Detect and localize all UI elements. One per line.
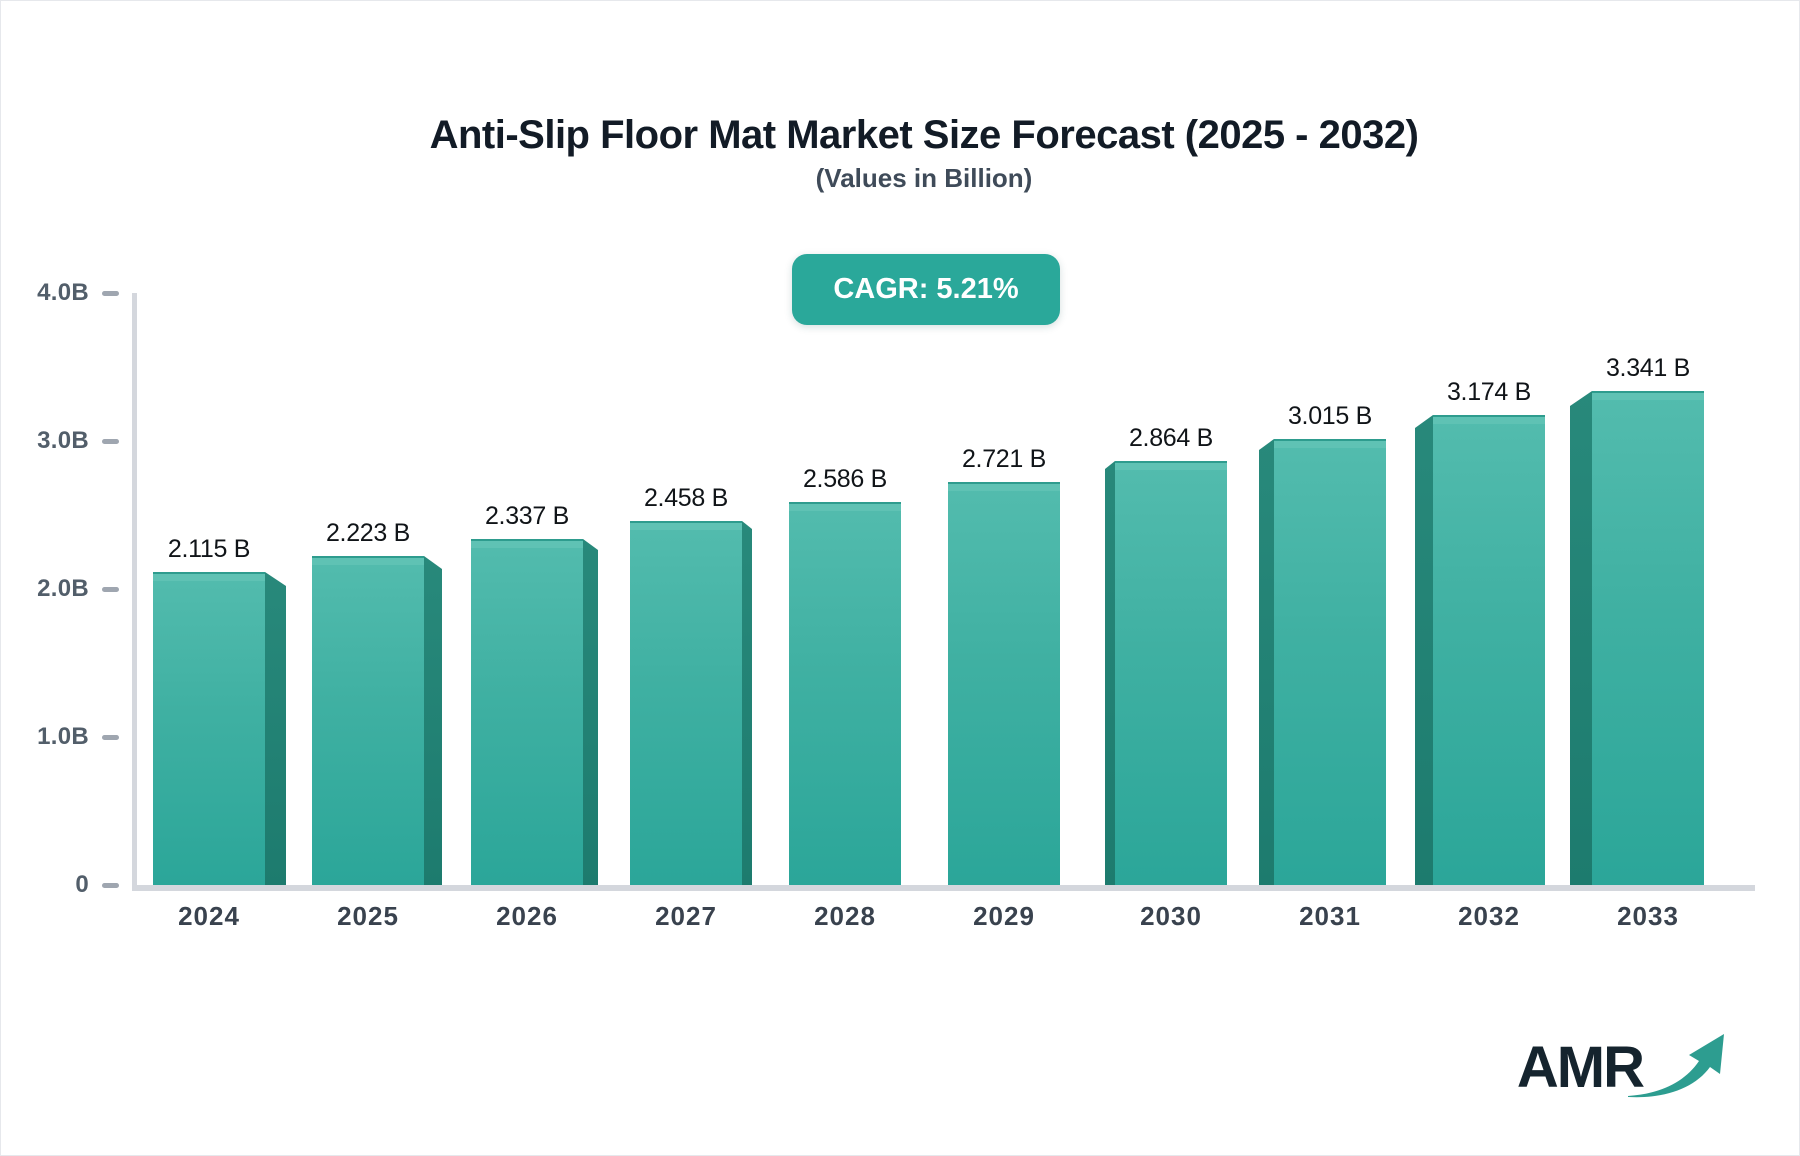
amr-logo-text: AMR: [1516, 1034, 1645, 1100]
bar-2031: [1274, 439, 1386, 885]
y-axis-tick: 0: [75, 871, 119, 899]
y-axis-tick: 2.0B: [37, 575, 119, 603]
bar-side-3d: [583, 539, 598, 885]
cagr-badge: CAGR: 5.21%: [792, 254, 1060, 325]
bar-2028: [789, 502, 901, 885]
y-axis-tick-dash: [102, 586, 119, 592]
x-axis-label: 2027: [655, 901, 717, 931]
bar-2030: [1115, 461, 1227, 885]
bar-top-face: [1274, 439, 1386, 448]
bar-top-face: [1115, 461, 1227, 470]
bar-top-face: [471, 539, 583, 548]
y-axis-tick-dash: [102, 290, 119, 296]
bar-value-label: 3.015 B: [1287, 402, 1373, 430]
bar-2027: [630, 521, 742, 885]
bar-value-label: 2.115 B: [167, 535, 251, 563]
bar-top-face: [312, 556, 424, 565]
bar-side-3d: [742, 521, 752, 885]
x-axis-label: 2030: [1140, 901, 1202, 931]
bar-2026: [471, 539, 583, 885]
bar-side-3d: [1259, 439, 1274, 885]
bar-2024: [153, 572, 265, 885]
bar-value-label: 3.174 B: [1446, 378, 1532, 406]
x-axis-label: 2026: [496, 901, 558, 931]
bar-side-3d: [265, 572, 286, 885]
x-axis-label: 2029: [973, 901, 1035, 931]
y-axis-tick-dash: [102, 882, 119, 888]
bar-value-label: 2.864 B: [1128, 424, 1214, 452]
x-axis-label: 2033: [1617, 901, 1679, 931]
chart-subtitle: (Values in Billion): [815, 163, 1033, 193]
bar-top-face: [948, 482, 1060, 491]
plot-area: 2.115 B 2024 2.223 B 2025 2.337 B 2026 2.458 B…: [132, 293, 1755, 931]
x-axis-label: 2032: [1458, 901, 1520, 931]
bar-2029: [948, 482, 1060, 885]
y-axis-tick-dash: [102, 438, 119, 444]
x-axis-label: 2031: [1299, 901, 1361, 931]
bar-2025: [312, 556, 424, 885]
y-axis-label: 3.0B: [37, 427, 89, 454]
bar-top-face: [153, 572, 265, 581]
bar-side-3d: [1415, 415, 1433, 885]
y-axis-tick: 1.0B: [37, 723, 119, 751]
amr-logo: AMR: [1517, 1033, 1727, 1101]
y-axis-label: 4.0B: [37, 279, 89, 306]
x-axis-label: 2024: [178, 901, 240, 931]
bar-top-face: [1592, 391, 1704, 400]
bar-top-face: [630, 521, 742, 530]
y-axis-tick: 4.0B: [37, 279, 119, 307]
growth-arrow-icon: [1628, 1034, 1724, 1098]
chart-title: Anti-Slip Floor Mat Market Size Forecast…: [429, 113, 1419, 157]
x-axis-label: 2028: [814, 901, 876, 931]
y-axis-tick-dash: [102, 734, 119, 740]
bar-2032: [1433, 415, 1545, 885]
x-axis-label: 2025: [337, 901, 399, 931]
bar-value-label: 2.223 B: [325, 519, 411, 547]
bar-value-label: 2.721 B: [961, 445, 1047, 473]
cagr-badge-label: CAGR: 5.21%: [833, 273, 1019, 305]
bar-value-label: 3.341 B: [1605, 354, 1691, 382]
bar-side-3d: [1105, 461, 1115, 885]
y-axis: 4.0B 3.0B 2.0B 1.0B 0: [1, 279, 119, 898]
y-axis-tick: 3.0B: [37, 427, 119, 455]
bar-side-3d: [1570, 391, 1592, 885]
y-axis-label: 2.0B: [37, 575, 89, 602]
bar-side-3d: [424, 556, 442, 885]
bar-value-label: 2.458 B: [643, 484, 729, 512]
bar-value-label: 2.586 B: [802, 465, 888, 493]
y-axis-label: 1.0B: [37, 723, 89, 750]
bar-top-face: [789, 502, 901, 511]
bar-top-face: [1433, 415, 1545, 424]
y-axis-label: 0: [75, 871, 89, 898]
bar-2033: [1592, 391, 1704, 885]
bar-value-label: 2.337 B: [484, 502, 570, 530]
